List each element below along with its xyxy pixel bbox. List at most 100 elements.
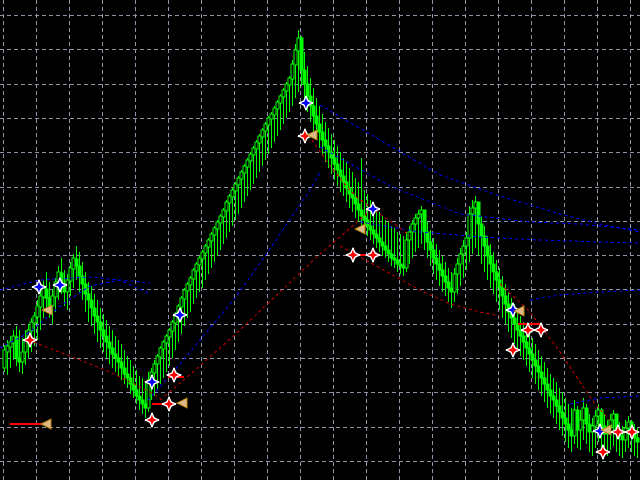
candlestick <box>203 244 208 280</box>
candlestick <box>263 122 268 160</box>
buy-signal-icon[interactable] <box>298 95 314 111</box>
trendline[interactable] <box>319 104 640 233</box>
candlestick <box>539 356 544 396</box>
candlestick <box>98 308 103 348</box>
trendline[interactable] <box>147 171 321 401</box>
candlestick <box>89 286 94 326</box>
candlestick <box>257 134 262 172</box>
sell-signal-icon[interactable] <box>520 322 536 338</box>
candlestick <box>200 250 205 288</box>
candlestick <box>218 214 223 250</box>
trendline[interactable] <box>0 279 151 349</box>
candlestick <box>329 134 334 174</box>
arrow-left-icon[interactable] <box>306 129 318 141</box>
trendline[interactable] <box>339 245 501 317</box>
sell-signal-icon[interactable] <box>161 396 177 412</box>
candlestick <box>137 376 142 410</box>
candlestick <box>458 248 463 286</box>
candlestick <box>344 162 349 202</box>
sell-signal-icon[interactable] <box>144 412 160 428</box>
candlestick <box>470 200 475 254</box>
candlestick <box>68 262 73 296</box>
trendline[interactable] <box>569 395 640 405</box>
candlestick <box>164 334 169 372</box>
sell-signal-icon[interactable] <box>22 332 38 348</box>
candlestick <box>494 260 499 302</box>
sell-signal-icon[interactable] <box>595 444 611 460</box>
arrow-left-icon[interactable] <box>354 223 366 235</box>
trendline[interactable] <box>359 221 640 244</box>
arrow-left-icon[interactable] <box>600 424 612 436</box>
sell-signal-icon[interactable] <box>610 424 626 440</box>
candlestick <box>278 94 283 130</box>
candlestick <box>260 128 265 166</box>
candlestick <box>584 404 589 444</box>
buy-signal-icon[interactable] <box>172 307 188 323</box>
trendline[interactable] <box>0 276 151 291</box>
candlestick <box>299 36 304 86</box>
candlestick <box>467 206 472 262</box>
buy-signal-icon[interactable] <box>52 277 68 293</box>
candlestick <box>38 288 43 330</box>
candlestick <box>230 188 235 226</box>
candlestick <box>536 350 541 390</box>
candlestick <box>323 122 328 162</box>
candlestick <box>140 378 145 414</box>
candlestick <box>374 208 379 248</box>
candlestick <box>20 338 25 374</box>
candlestick <box>392 228 397 268</box>
candlestick <box>215 220 220 256</box>
candlestick <box>14 326 19 366</box>
candlestick <box>488 244 493 288</box>
candlestick <box>254 140 259 178</box>
candlestick <box>167 328 172 366</box>
candlestick <box>119 344 124 380</box>
buy-signal-icon[interactable] <box>31 279 47 295</box>
sell-signal-icon[interactable] <box>505 342 521 358</box>
arrow-left-icon[interactable] <box>176 397 188 409</box>
candlestick <box>287 76 292 112</box>
trendline[interactable] <box>499 283 611 421</box>
candlestick <box>113 336 118 372</box>
candlestick <box>239 170 244 208</box>
candlestick <box>92 294 97 334</box>
sell-signal-icon[interactable] <box>533 322 549 338</box>
candlestick <box>422 209 427 250</box>
candlestick-series <box>2 30 640 458</box>
sell-signal-icon[interactable] <box>345 247 361 263</box>
arrow-left-icon[interactable] <box>41 304 53 316</box>
candlestick <box>110 330 115 368</box>
trendline[interactable] <box>319 146 640 231</box>
trendline[interactable] <box>529 289 640 301</box>
trendline[interactable] <box>304 129 411 237</box>
arrow-left-icon[interactable] <box>40 418 52 430</box>
candlestick <box>431 238 436 274</box>
candlestick <box>395 232 400 272</box>
candlestick <box>515 310 520 350</box>
buy-signal-icon[interactable] <box>505 302 521 318</box>
candlestick <box>440 256 445 292</box>
candlestick <box>152 360 157 396</box>
candlestick <box>188 276 193 312</box>
candlestick <box>170 320 175 358</box>
sell-signal-icon[interactable] <box>624 424 640 440</box>
trendlines <box>0 104 640 421</box>
candlestick <box>464 232 469 270</box>
candlestick <box>326 128 331 168</box>
candlestick <box>134 370 139 404</box>
sell-signal-icon[interactable] <box>365 247 381 263</box>
buy-signal-icon[interactable] <box>144 374 160 390</box>
candlestick <box>338 152 343 192</box>
buy-signal-icon[interactable] <box>365 201 381 217</box>
candlestick <box>284 82 289 118</box>
candlestick <box>353 178 358 218</box>
candlestick <box>380 216 385 256</box>
arrow-left-icon[interactable] <box>513 305 525 317</box>
candlestick <box>212 226 217 262</box>
candlestick <box>209 232 214 268</box>
candlestick <box>185 282 190 318</box>
candlestick <box>623 420 628 452</box>
sell-signal-icon[interactable] <box>166 367 182 383</box>
